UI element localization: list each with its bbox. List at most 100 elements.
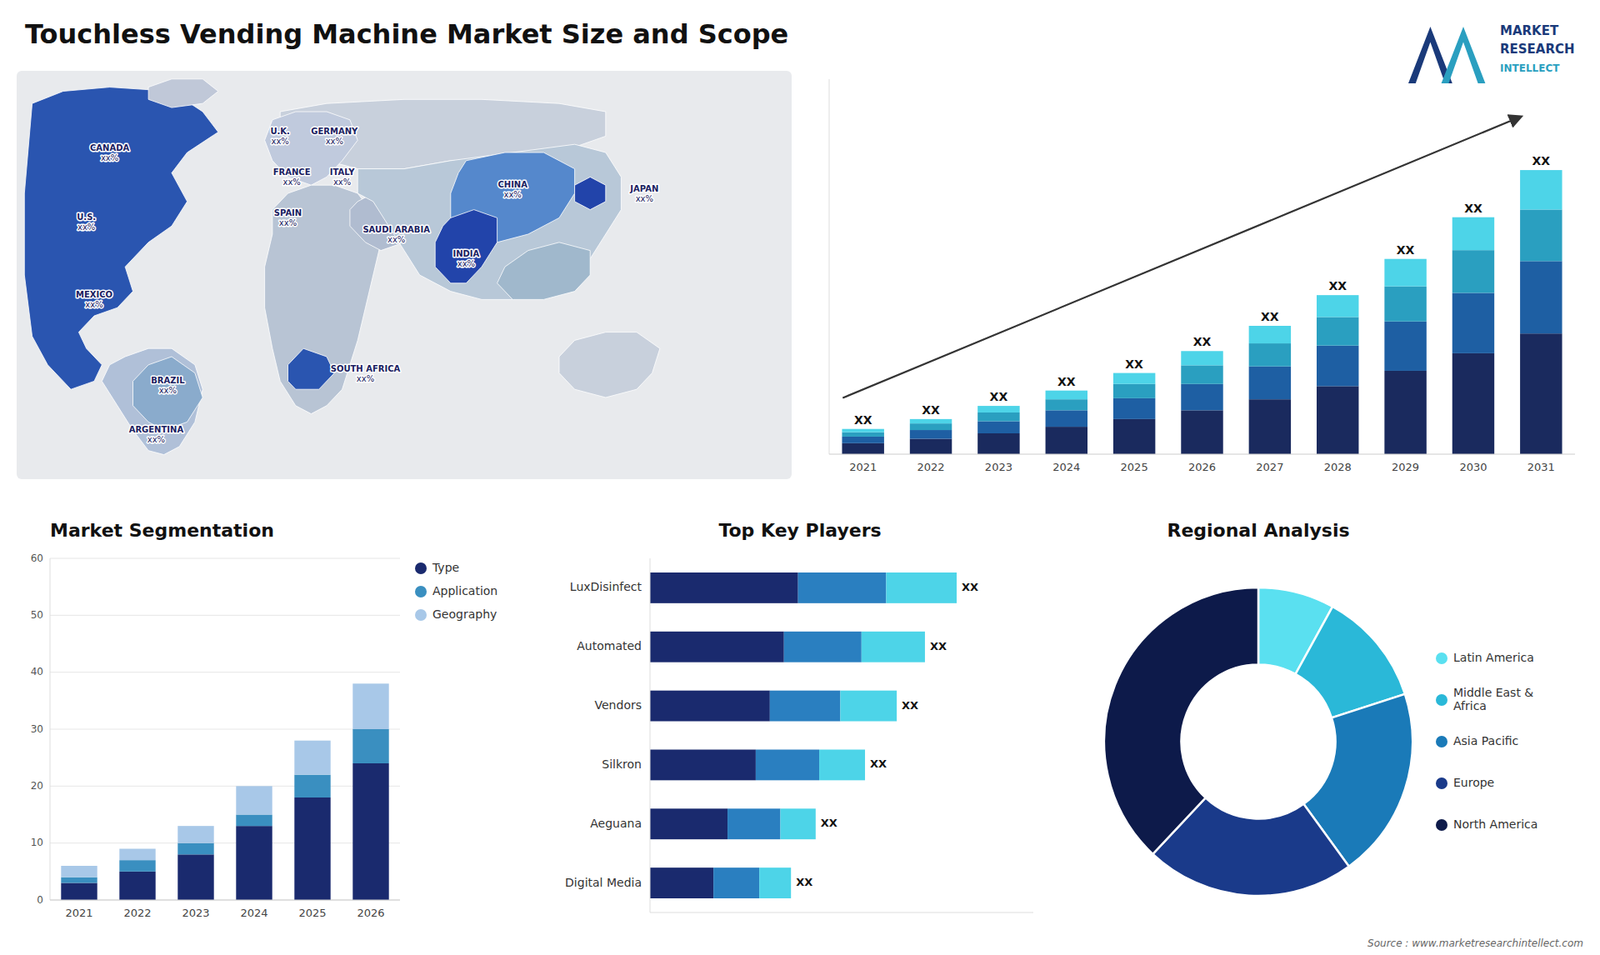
land xyxy=(101,348,203,455)
grid-line xyxy=(50,558,400,560)
legend-label: North America xyxy=(1453,817,1538,831)
map-value: xx% xyxy=(333,177,351,187)
map-label: ITALY xyxy=(330,167,355,177)
bar xyxy=(1045,426,1088,455)
bar xyxy=(841,429,884,433)
source: Source : www.marketresearchintellect.com xyxy=(1367,937,1584,950)
bar xyxy=(841,436,884,444)
bar xyxy=(1045,399,1088,410)
bar xyxy=(352,729,389,764)
tick-label: Silkron xyxy=(601,757,642,771)
bar xyxy=(650,867,714,899)
bar xyxy=(1045,390,1088,400)
tick-label: Digital Media xyxy=(565,875,642,890)
map-label: U.K. xyxy=(270,126,290,136)
bar xyxy=(910,423,952,430)
land xyxy=(559,332,660,398)
bar xyxy=(1180,350,1223,365)
data-label: XX xyxy=(1057,375,1076,389)
tick-label: 2023 xyxy=(181,906,210,920)
tick-label: 2028 xyxy=(1324,460,1352,474)
tick-label: 2030 xyxy=(1459,460,1487,474)
x-axis xyxy=(829,454,1575,455)
grid-line xyxy=(50,671,400,673)
data-label: XX xyxy=(1125,357,1144,371)
legend-label: Asia Pacific xyxy=(1453,734,1519,748)
legend-label: Europe xyxy=(1453,775,1495,790)
bars xyxy=(841,170,1562,455)
land xyxy=(148,79,219,108)
bar xyxy=(798,572,887,604)
tick-label: 2026 xyxy=(356,906,385,920)
land xyxy=(24,87,218,390)
data-label: XX xyxy=(1260,310,1280,324)
legend-marker xyxy=(415,609,427,621)
bar xyxy=(177,843,214,855)
bar xyxy=(910,419,952,424)
legend-label: Type xyxy=(431,560,460,575)
tick-label: 10 xyxy=(30,836,44,849)
bar xyxy=(1384,370,1426,455)
bar xyxy=(1452,250,1495,293)
map-value: xx% xyxy=(159,385,177,395)
bar xyxy=(1384,321,1426,371)
map-label: SPAIN xyxy=(274,208,302,218)
donut-chart: Regional AnalysisLatin AmericaMiddle Eas… xyxy=(1104,520,1538,896)
bar xyxy=(1316,316,1359,345)
map-value: xx% xyxy=(504,190,522,200)
logo-shape xyxy=(1441,26,1486,84)
bar xyxy=(1520,209,1562,261)
y-axis xyxy=(650,558,651,913)
bar xyxy=(1249,366,1291,400)
tick-label: 60 xyxy=(30,552,44,565)
grid-line xyxy=(50,615,400,616)
bar xyxy=(650,690,770,722)
tick-label: 2023 xyxy=(985,460,1013,474)
map-label: SOUTH AFRICA xyxy=(330,364,401,374)
bar xyxy=(650,631,785,663)
tick-label: 2021 xyxy=(65,906,93,920)
bar xyxy=(235,785,272,815)
bar xyxy=(650,808,728,840)
bar xyxy=(352,763,389,900)
data-label: XX xyxy=(930,640,947,653)
map-label: U.S. xyxy=(76,212,96,222)
tick-label: Aeguana xyxy=(590,816,642,830)
bar xyxy=(1113,419,1155,455)
map-value: xx% xyxy=(282,177,300,187)
slice xyxy=(1104,587,1259,855)
map-value: xx% xyxy=(356,374,375,384)
data-label: XX xyxy=(1193,335,1212,349)
logo-text: INTELLECT xyxy=(1500,62,1560,75)
y-axis xyxy=(50,558,51,900)
bar xyxy=(294,775,330,798)
land xyxy=(357,144,621,300)
text-line: Africa xyxy=(1453,699,1487,713)
map-label: JAPAN xyxy=(629,184,659,194)
tick-label: 2022 xyxy=(123,906,151,920)
bar xyxy=(235,825,272,900)
legend-marker xyxy=(415,585,427,598)
tick-label: Automated xyxy=(576,639,642,653)
map-label: ARGENTINA xyxy=(129,425,185,435)
bar xyxy=(977,421,1020,434)
bar xyxy=(713,867,760,899)
logo-text: RESEARCH xyxy=(1500,41,1575,57)
chart-title: Market Segmentation xyxy=(50,520,275,541)
bar xyxy=(119,860,155,872)
bar xyxy=(755,750,820,781)
bar xyxy=(1180,410,1223,455)
tick-label: 2021 xyxy=(849,460,877,474)
legend-marker xyxy=(1435,694,1448,706)
bar xyxy=(650,750,756,781)
tick-label: 2022 xyxy=(916,460,945,474)
bar xyxy=(1249,325,1291,344)
bar xyxy=(60,877,97,884)
legend-marker xyxy=(1435,735,1448,748)
bar xyxy=(770,690,841,722)
map-value: xx% xyxy=(457,259,475,269)
bar xyxy=(1180,365,1223,384)
map-label: BRAZIL xyxy=(150,375,185,385)
bar xyxy=(840,690,897,722)
map-label: INDIA xyxy=(452,249,480,259)
